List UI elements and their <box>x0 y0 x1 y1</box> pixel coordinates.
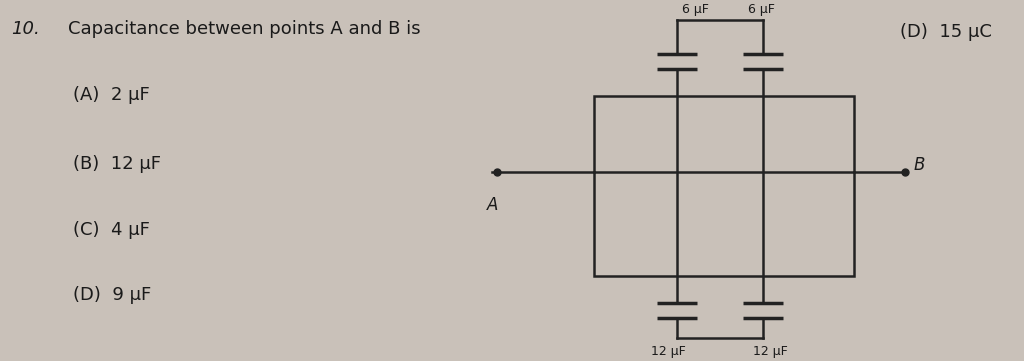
Text: 12 μF: 12 μF <box>651 345 686 358</box>
Text: B: B <box>913 156 925 174</box>
Text: 6 μF: 6 μF <box>748 4 774 17</box>
Text: (B)  12 μF: (B) 12 μF <box>73 155 161 173</box>
Text: Capacitance between points A and B is: Capacitance between points A and B is <box>68 20 421 38</box>
Text: (C)  4 μF: (C) 4 μF <box>73 221 150 239</box>
Text: (D)  9 μF: (D) 9 μF <box>73 286 152 304</box>
Text: (D)  15 μC: (D) 15 μC <box>900 23 992 42</box>
Bar <box>594 96 854 276</box>
Text: A: A <box>486 196 498 214</box>
Text: (A)  2 μF: (A) 2 μF <box>73 86 150 104</box>
Text: 12 μF: 12 μF <box>753 345 787 358</box>
Text: 6 μF: 6 μF <box>682 4 709 17</box>
Text: 10.: 10. <box>11 20 40 38</box>
